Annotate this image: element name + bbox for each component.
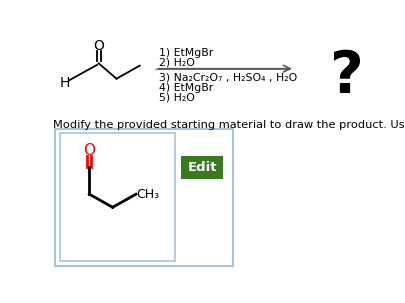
Text: 4) EtMgBr: 4) EtMgBr xyxy=(159,82,213,92)
Text: H: H xyxy=(60,75,70,90)
Text: Edit: Edit xyxy=(188,161,217,174)
Text: CH₃: CH₃ xyxy=(136,188,160,201)
Text: O: O xyxy=(83,143,95,158)
Bar xyxy=(181,156,224,179)
Text: ?: ? xyxy=(330,48,364,105)
Bar xyxy=(55,129,233,266)
Text: 2) H₂O: 2) H₂O xyxy=(159,58,195,68)
Bar xyxy=(60,133,175,261)
Text: 3) Na₂Cr₂O₇ , H₂SO₄ , H₂O: 3) Na₂Cr₂O₇ , H₂SO₄ , H₂O xyxy=(159,72,297,82)
Text: 1) EtMgBr: 1) EtMgBr xyxy=(159,48,213,58)
Text: Modify the provided starting material to draw the product. Use the: Modify the provided starting material to… xyxy=(53,119,405,129)
Text: O: O xyxy=(93,38,104,53)
Text: 5) H₂O: 5) H₂O xyxy=(159,93,195,103)
